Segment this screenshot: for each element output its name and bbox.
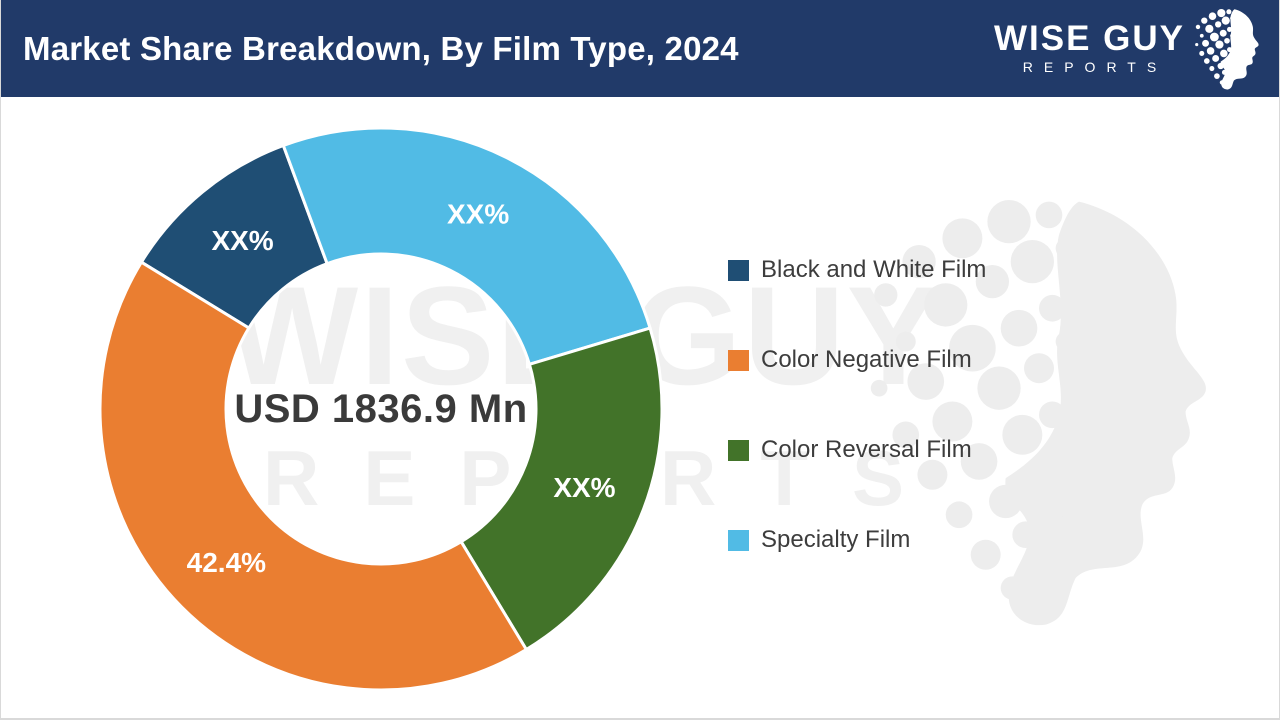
legend-swatch <box>728 529 749 551</box>
logo-reports-text: REPORTS <box>1022 59 1168 75</box>
legend-label: Specialty Film <box>761 526 911 553</box>
logo-wordmark: WISE GUY REPORTS <box>994 21 1185 76</box>
legend-label: Color Negative Film <box>761 346 972 373</box>
segment-label: XX% <box>553 472 615 503</box>
legend-swatch <box>728 439 749 461</box>
wise-guy-reports-logo: WISE GUY REPORTS <box>994 0 1265 97</box>
legend-swatch <box>728 349 749 371</box>
header-bar: Market Share Breakdown, By Film Type, 20… <box>1 0 1279 97</box>
face-profile-icon <box>1195 8 1259 89</box>
segment-label: XX% <box>447 198 509 229</box>
legend-item-color-negative-film: Color Negative Film <box>728 345 986 375</box>
legend: Black and White Film Color Negative Film C… <box>728 255 986 615</box>
segment-label: XX% <box>211 225 273 256</box>
chart-area: WISE GUY REPORTS XX%XX%XX%42.4% USD 1836… <box>1 97 1279 718</box>
legend-item-black-and-white-film: Black and White Film <box>728 255 986 285</box>
donut-segment-color-negative-film <box>98 260 528 692</box>
legend-label: Color Reversal Film <box>761 436 972 463</box>
logo-wiseguy-text: WISE GUY <box>993 19 1185 58</box>
donut-segment-specialty-film <box>281 126 652 366</box>
chart-title: Market Share Breakdown, By Film Type, 20… <box>23 29 739 67</box>
legend-item-color-reversal-film: Color Reversal Film <box>728 435 986 465</box>
donut-chart: XX% XX% XX% 42.4% <box>98 126 664 692</box>
donut-segment-color-reversal-film <box>459 326 664 652</box>
segment-label: 42.4% <box>187 547 266 578</box>
legend-swatch <box>728 259 749 281</box>
legend-item-specialty-film: Specialty Film <box>728 525 986 555</box>
chart-center-value: USD 1836.9 Mn <box>234 387 528 431</box>
legend-label: Black and White Film <box>761 256 987 283</box>
